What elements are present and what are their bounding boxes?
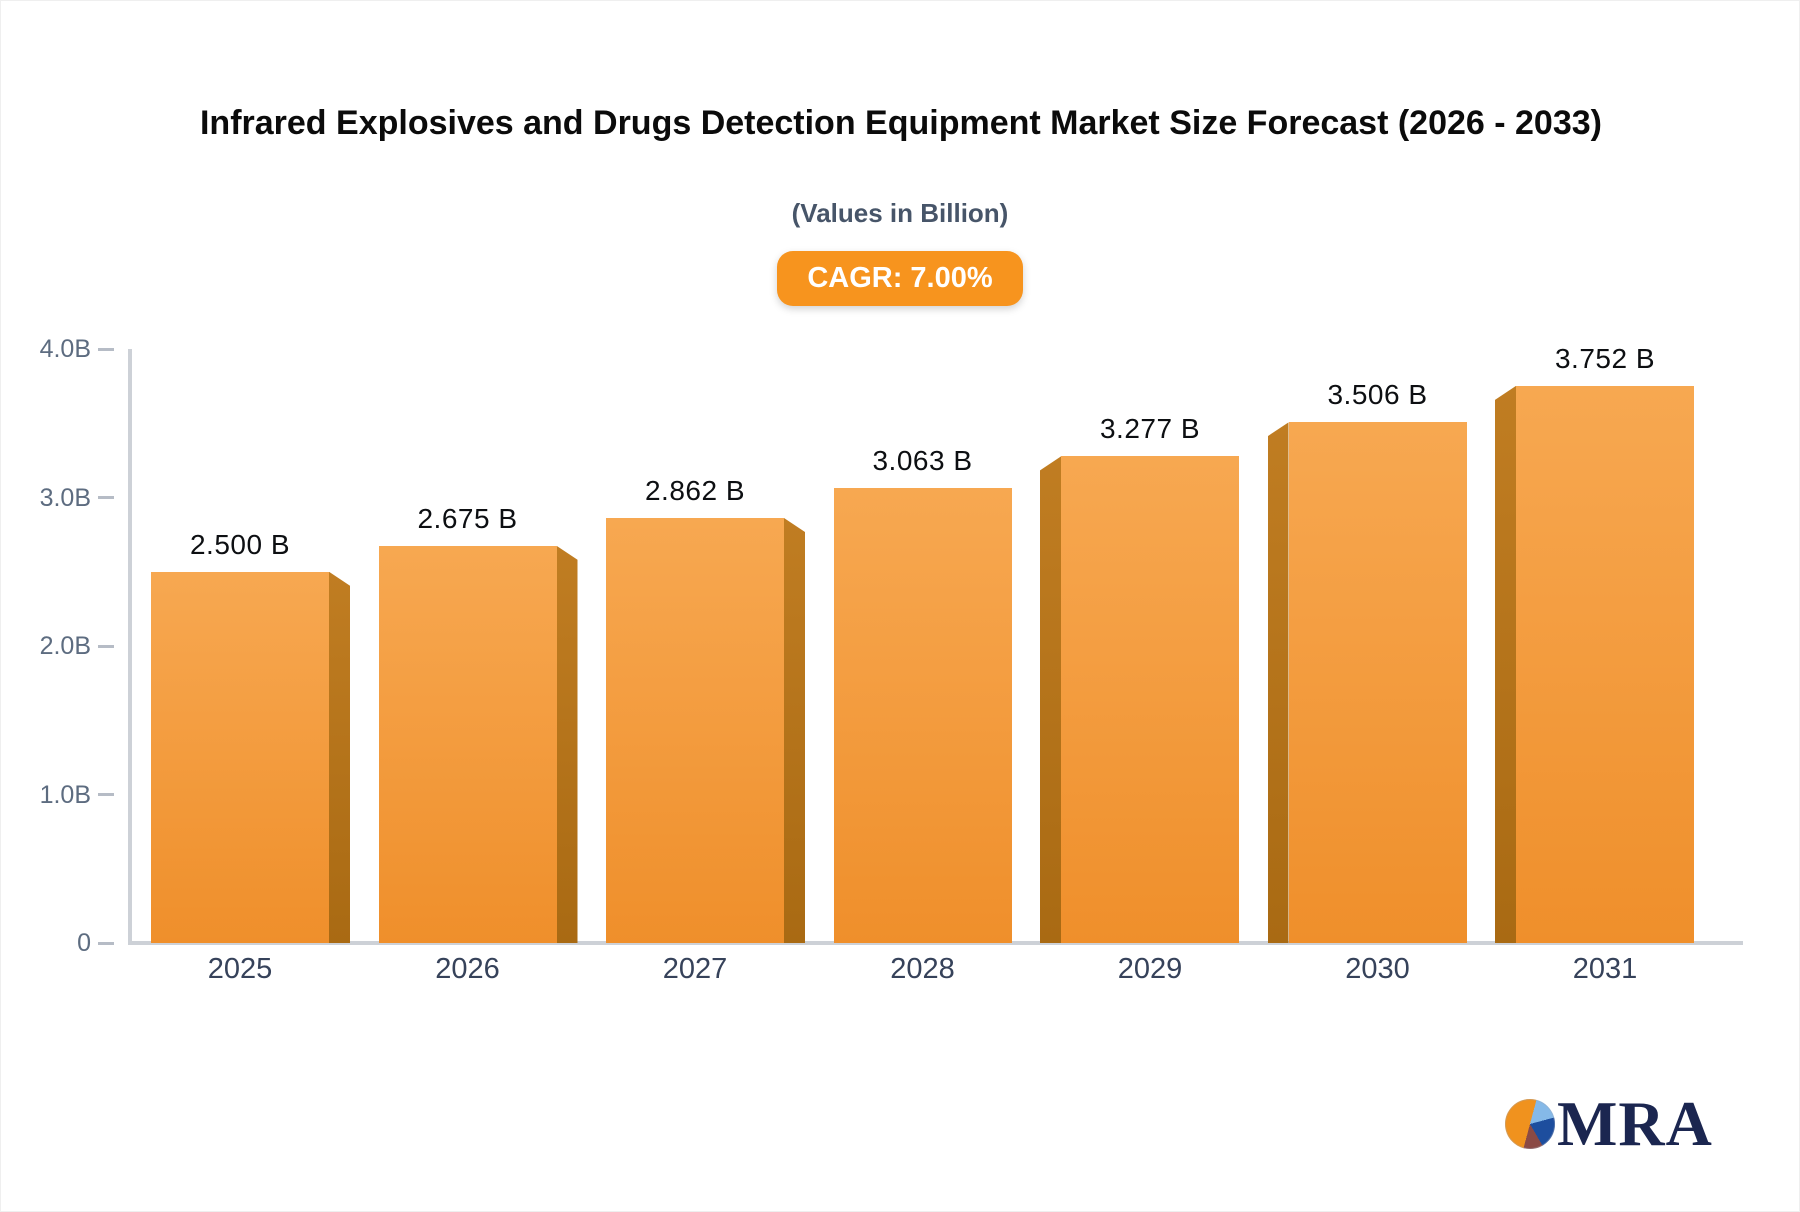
bar-face	[1516, 385, 1694, 943]
bar-side	[1040, 456, 1061, 943]
bar-side	[784, 517, 805, 943]
y-tick-mark	[98, 496, 114, 499]
y-tick-mark	[98, 941, 114, 945]
x-category-label: 2026	[435, 953, 500, 985]
chart-subtitle: (Values in Billion)	[791, 198, 1009, 228]
cagr-badge: CAGR: 7.00%	[777, 251, 1023, 306]
x-category-label: 2027	[662, 953, 728, 985]
cagr-badge-wrap: CAGR: 7.00%	[1, 251, 1799, 306]
y-tick-mark	[98, 793, 114, 796]
y-tick-label: 4.0B	[39, 335, 91, 363]
logo-text: MRA	[1557, 1088, 1713, 1159]
bar-value-label: 2.862 B	[644, 474, 746, 506]
y-tick-label: 1.0B	[39, 780, 91, 809]
bar-value-label: 3.277 B	[1099, 413, 1201, 445]
bar-value-label: 3.506 B	[1327, 379, 1428, 411]
bar-face	[606, 517, 784, 943]
bar-side	[1267, 422, 1289, 943]
bar-value-label: 3.752 B	[1554, 342, 1656, 374]
bar-value-label: 3.063 B	[872, 445, 973, 477]
y-tick-label: 3.0B	[39, 483, 91, 512]
y-tick-label: 2.0B	[39, 632, 91, 660]
bar-face	[1061, 456, 1239, 943]
y-tick-label: 0	[77, 929, 91, 957]
bar-face	[1288, 422, 1467, 943]
bar-side	[329, 571, 350, 943]
x-axis-line	[128, 941, 1743, 945]
y-tick-mark	[98, 347, 114, 351]
x-category-label: 2028	[890, 953, 955, 985]
brand-logo: MRA	[1505, 1088, 1713, 1159]
bar-value-label: 2.500 B	[189, 528, 291, 560]
x-category-label: 2030	[1345, 953, 1410, 985]
bar-face	[833, 488, 1012, 943]
bar-face	[151, 571, 329, 943]
x-category-label: 2031	[1572, 953, 1638, 985]
bar-face	[378, 545, 557, 943]
y-tick-mark	[98, 644, 114, 648]
x-category-label: 2025	[207, 953, 273, 985]
chart-title: Infrared Explosives and Drugs Detection …	[199, 104, 1602, 142]
bar-side	[556, 545, 578, 943]
x-category-label: 2029	[1117, 953, 1183, 985]
y-axis-line	[128, 349, 132, 943]
pie-chart-logo-icon	[1505, 1099, 1555, 1149]
bar-value-label: 2.675 B	[417, 502, 518, 534]
bar-side	[1495, 385, 1516, 943]
